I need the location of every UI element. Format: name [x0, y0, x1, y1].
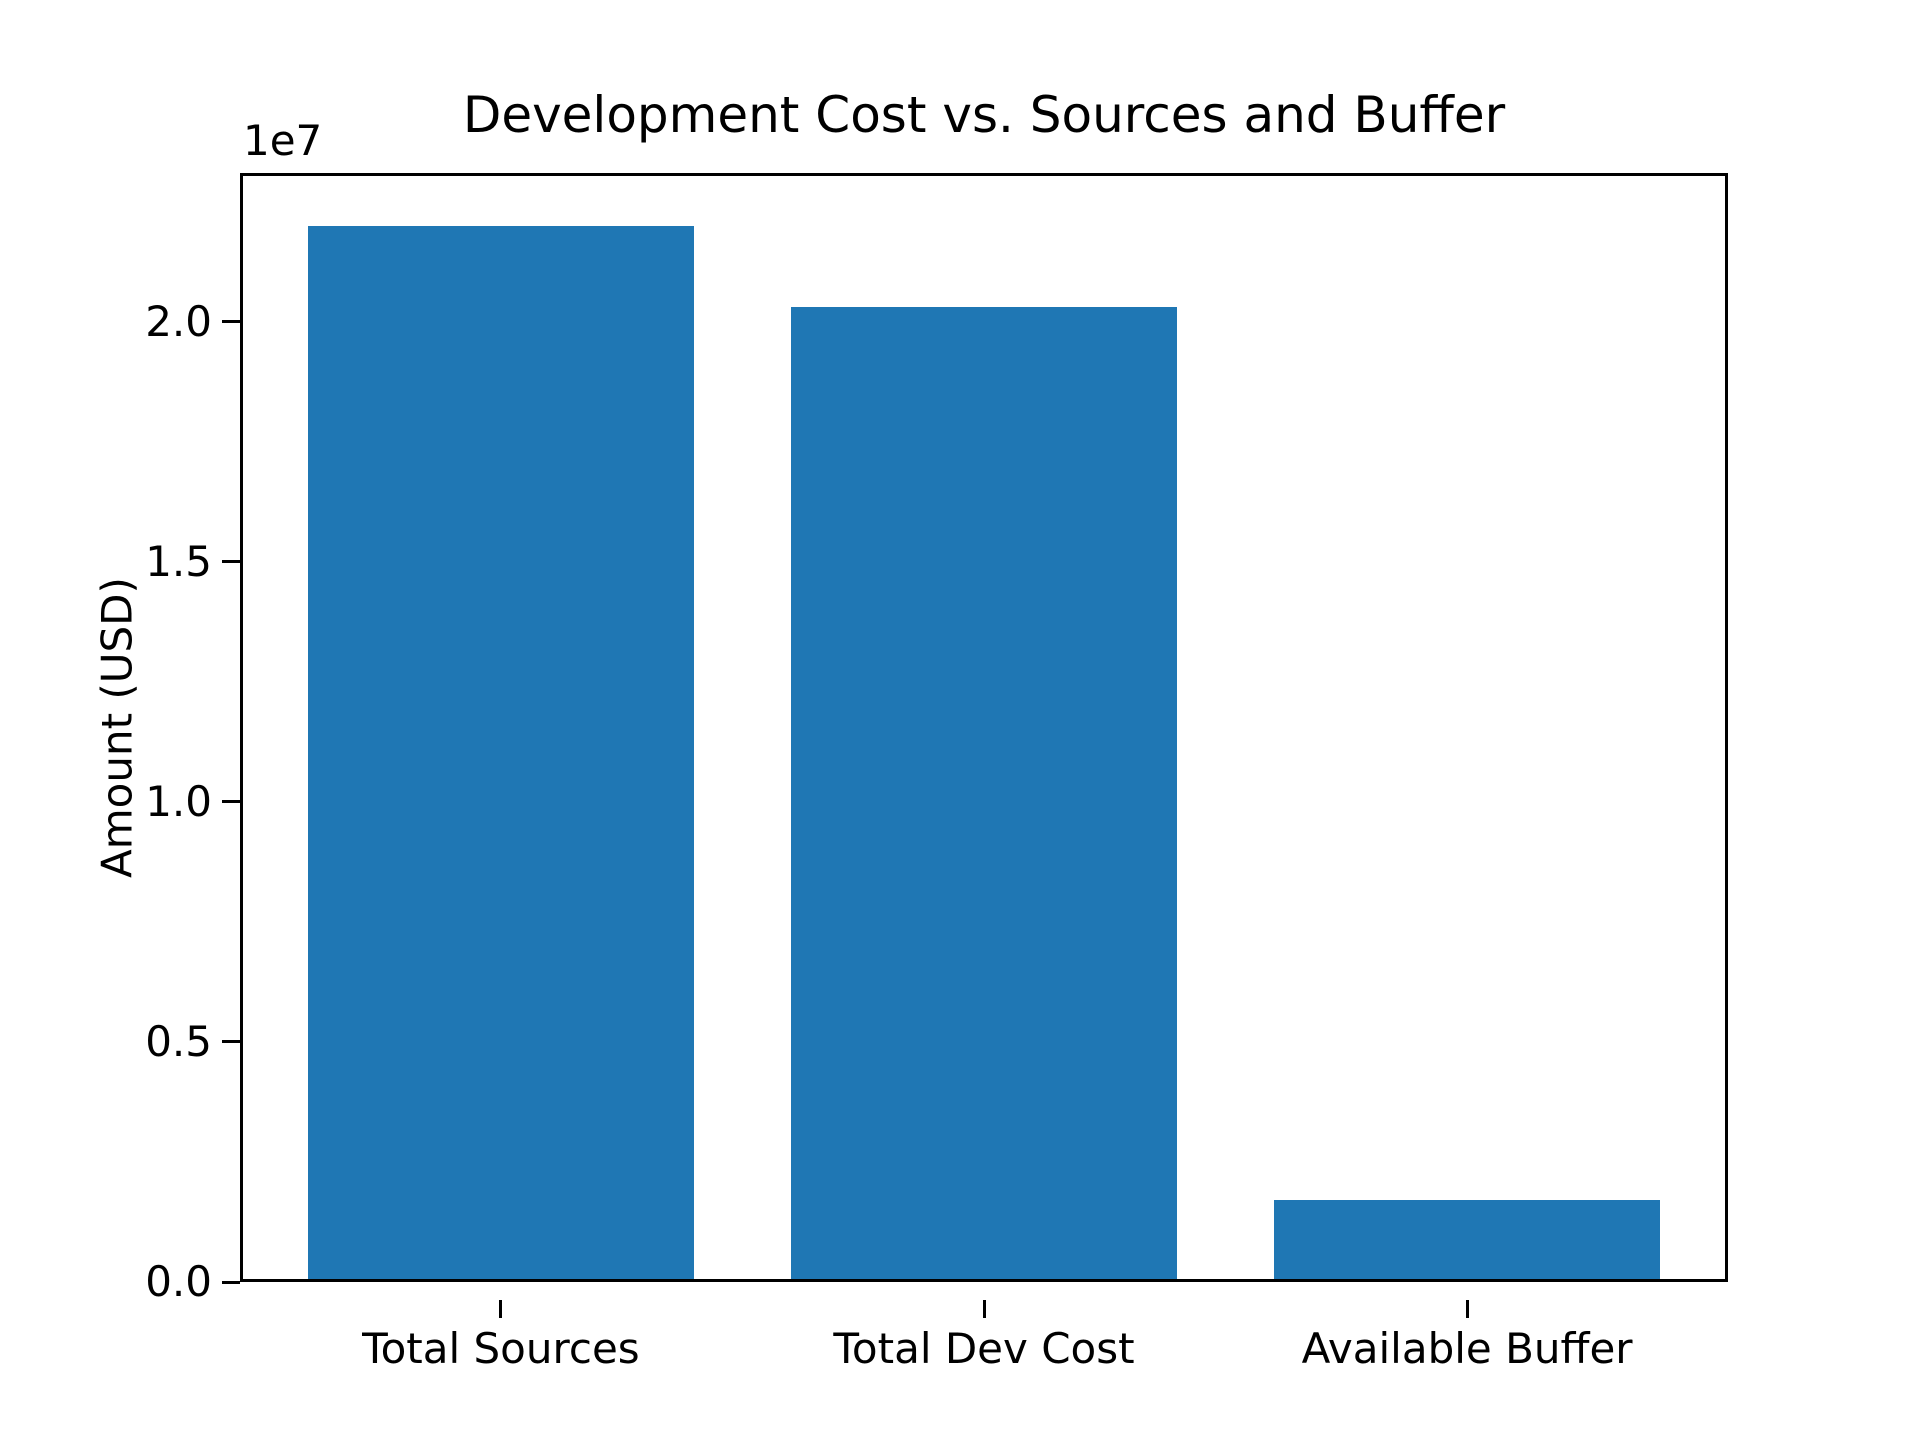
y-tick-label: 1.0 [145, 776, 212, 826]
x-tick-mark [982, 1300, 986, 1318]
y-tick-mark [222, 1280, 240, 1284]
plot-area: 0.0 0.5 1.0 1.5 2.0 Total Sources Total Dev C… [145, 173, 1728, 1370]
x-tick-mark [1465, 1300, 1469, 1318]
y-tick-label: 1.5 [145, 536, 212, 586]
y-tick-mark [222, 560, 240, 564]
y-axis-offset-label: 1e7 [243, 116, 323, 165]
y-tick-mark [222, 1040, 240, 1044]
x-tick-mark [499, 1300, 503, 1318]
bar-available-buffer [1273, 1200, 1661, 1282]
y-axis-label: Amount (USD) [92, 577, 142, 878]
x-tick-label: Total Sources [362, 1324, 640, 1373]
chart-title: Development Cost vs. Sources and Buffer [462, 86, 1506, 144]
y-tick-mark [222, 800, 240, 804]
bar-total-dev-cost [790, 307, 1178, 1282]
bars-layer [240, 173, 1728, 1282]
bar-total-sources [307, 225, 695, 1282]
x-tick-label: Total Dev Cost [833, 1324, 1135, 1373]
x-tick-label: Available Buffer [1301, 1324, 1633, 1373]
y-tick-mark [222, 320, 240, 324]
y-tick-label: 0.5 [145, 1016, 212, 1066]
y-tick-label: 2.0 [145, 296, 212, 346]
y-tick-label: 0.0 [145, 1257, 212, 1306]
